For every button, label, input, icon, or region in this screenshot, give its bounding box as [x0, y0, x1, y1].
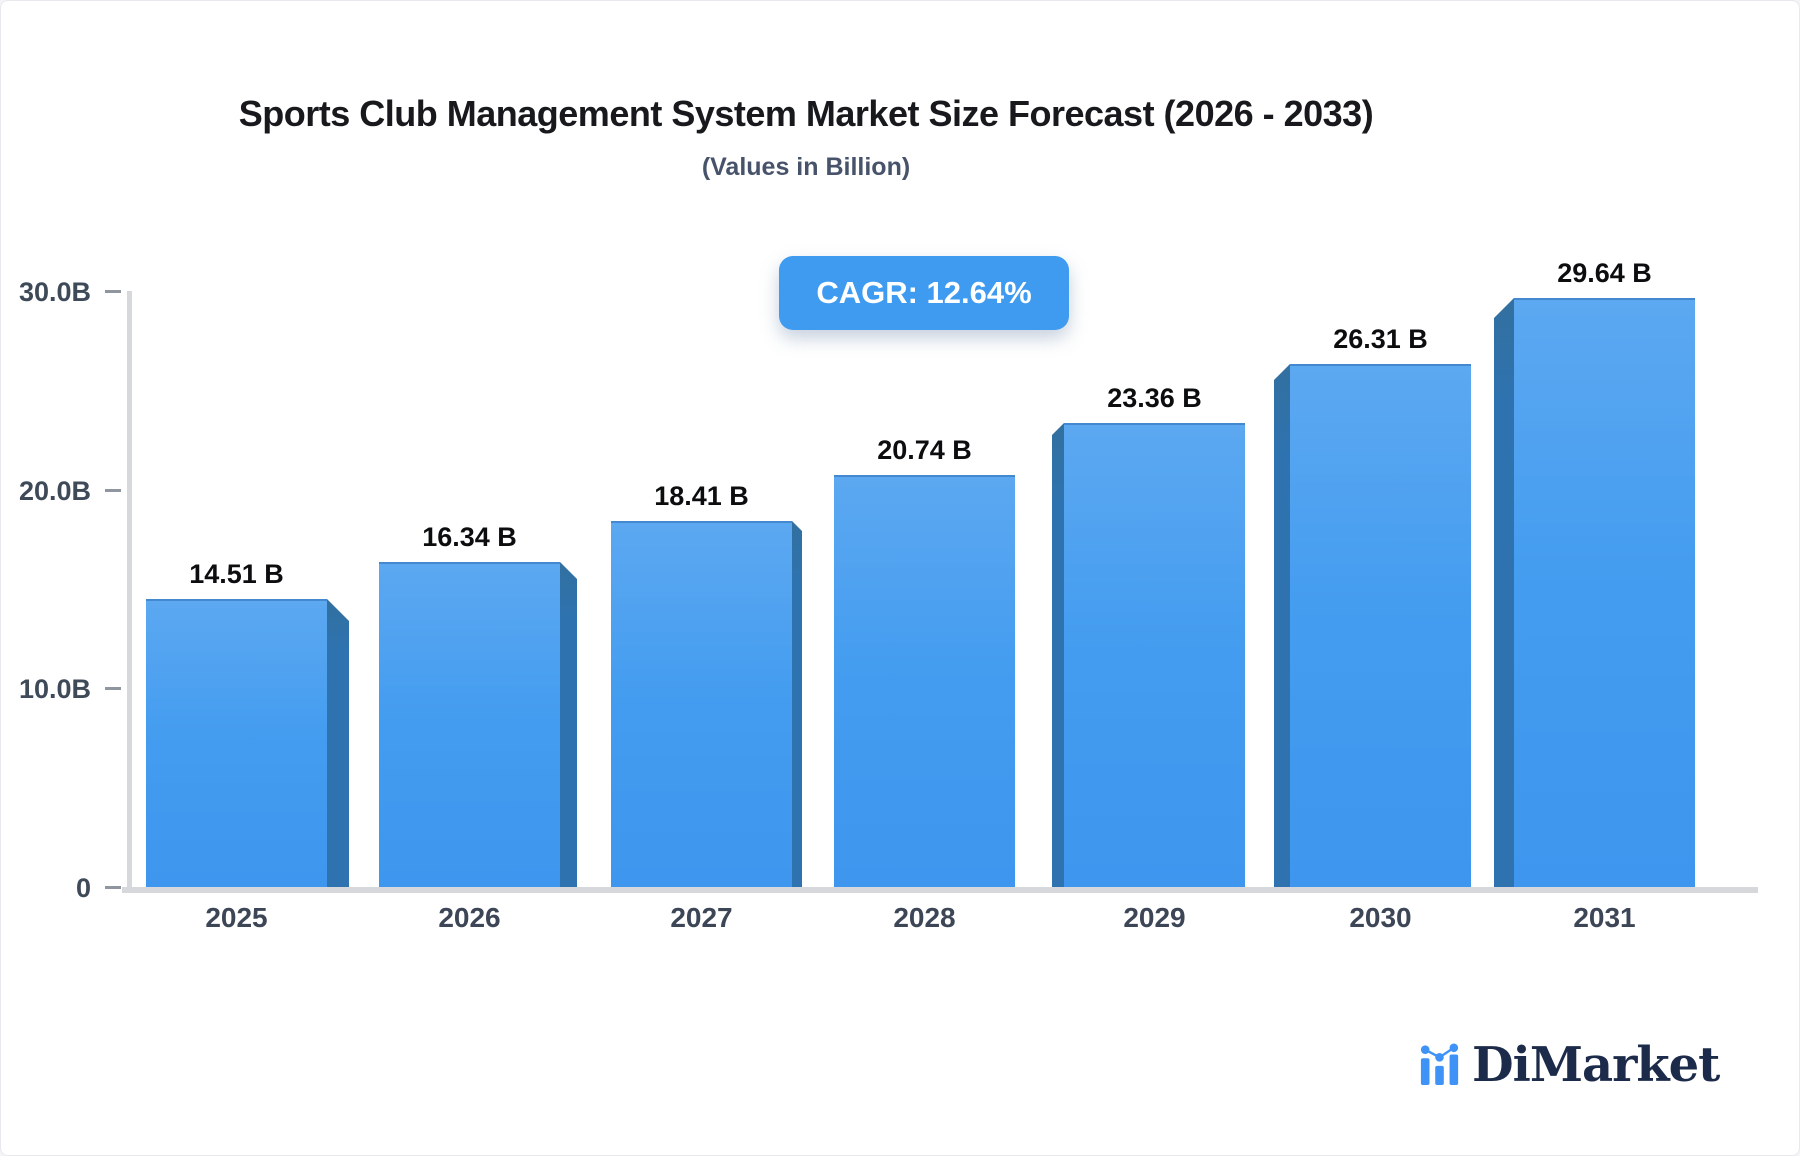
chart-header: Sports Club Management System Market Siz… [1, 93, 1611, 182]
bar-2025[interactable] [146, 599, 327, 887]
bar-value-label: 16.34 B [422, 522, 517, 552]
bar-3d-side [1052, 423, 1064, 887]
x-axis-label: 2031 [1573, 902, 1636, 933]
bar-2029[interactable] [1064, 423, 1245, 887]
bar-value-label: 23.36 B [1107, 383, 1202, 413]
cagr-badge: CAGR: 12.64% [779, 256, 1069, 330]
y-axis-tick-mark [105, 489, 121, 492]
x-axis-label: 2025 [205, 902, 268, 933]
brand-logo-text: DiMarket [1472, 1036, 1720, 1093]
bar-value-label: 29.64 B [1557, 258, 1652, 288]
x-axis-line [122, 887, 1758, 893]
y-axis-tick-mark [105, 687, 121, 690]
bar-value-label: 18.41 B [654, 481, 749, 511]
bar-value-label: 20.74 B [877, 435, 972, 465]
bar-3d-side [1494, 298, 1514, 887]
y-axis-tick-mark [105, 886, 121, 889]
bar-2026[interactable] [379, 562, 560, 887]
bar-value-label: 14.51 B [189, 559, 284, 589]
y-axis-tick-label: 20.0B [18, 476, 91, 506]
y-axis-tick-label: 0 [75, 873, 91, 903]
bar-2031[interactable] [1514, 298, 1695, 887]
x-axis-label: 2029 [1123, 902, 1186, 933]
bar-3d-side [1274, 364, 1290, 887]
bar-chart-trend-icon [1419, 1041, 1461, 1087]
x-axis-label: 2027 [670, 902, 733, 933]
bar-2030[interactable] [1290, 364, 1471, 887]
bar-value-label: 26.31 B [1333, 324, 1428, 354]
bar-3d-side [327, 599, 349, 887]
y-axis-line [127, 291, 132, 889]
bar-3d-side [792, 521, 802, 887]
y-axis-tick-label: 30.0B [18, 277, 91, 307]
page-title: Sports Club Management System Market Siz… [238, 93, 1374, 134]
bar-2028[interactable] [834, 475, 1015, 887]
x-axis-label: 2028 [893, 902, 956, 933]
y-axis-tick-mark [105, 290, 121, 293]
y-axis-tick-label: 10.0B [18, 674, 91, 704]
brand-logo: DiMarket [1419, 1036, 1720, 1093]
x-axis-label: 2030 [1349, 902, 1412, 933]
bar-3d-side [560, 562, 577, 887]
bar-2027[interactable] [611, 521, 792, 887]
x-axis-label: 2026 [438, 902, 501, 933]
chart-subtitle: (Values in Billion) [701, 153, 911, 181]
